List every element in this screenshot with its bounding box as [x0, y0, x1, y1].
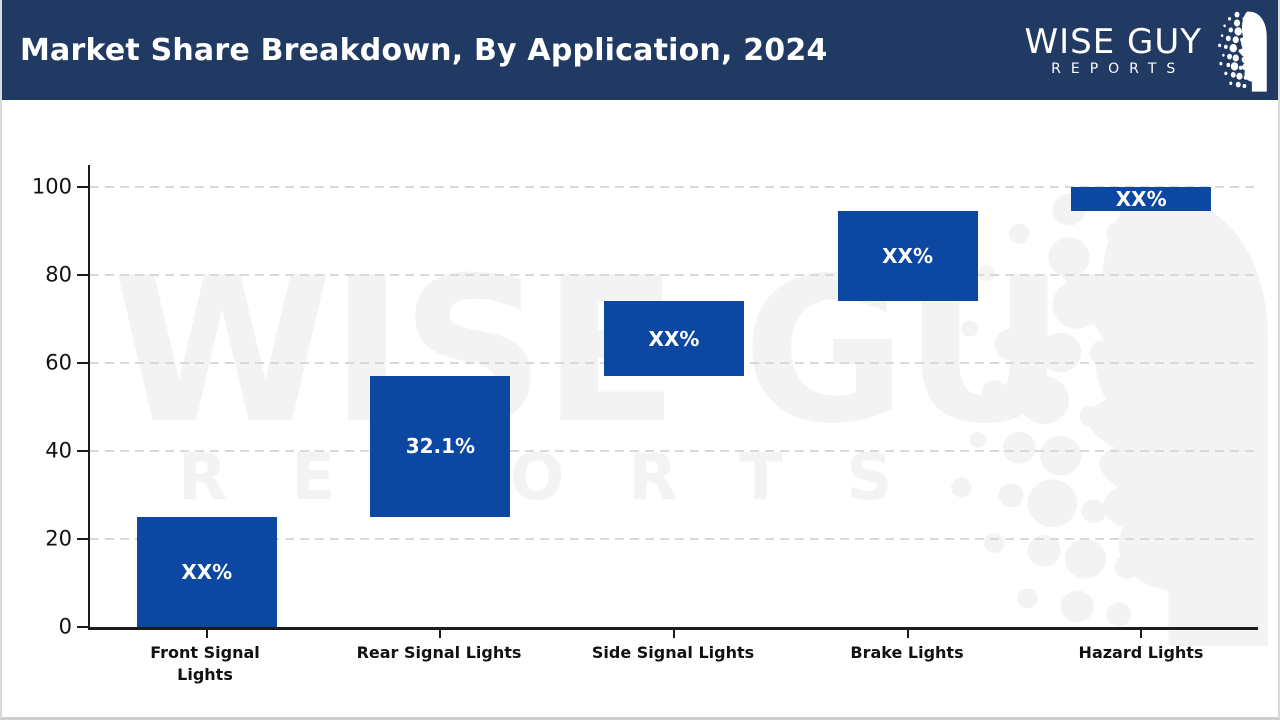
gridline [90, 450, 1258, 452]
y-axis-tick [77, 362, 88, 364]
gridline [90, 538, 1258, 540]
x-axis-labels: Front Signal Lights Rear Signal Lights Sid… [88, 642, 1258, 685]
bar-value-label: XX% [1115, 187, 1167, 212]
y-axis-tick [77, 186, 88, 188]
bar-segment: XX% [136, 517, 277, 627]
brand-wordmark: WISE GUY [1024, 21, 1202, 62]
bar-value-label: XX% [181, 560, 233, 584]
y-axis-tick [77, 274, 88, 276]
y-tick-label: 0 [58, 614, 72, 639]
y-axis-tick [77, 626, 88, 628]
gridline [90, 186, 1258, 188]
bar-value-label: XX% [882, 244, 934, 269]
bar-segment: XX% [604, 301, 744, 376]
x-axis-tick [205, 630, 208, 638]
x-axis-tick [439, 630, 442, 638]
plot-area: 0 20 40 60 80 100 XX% 32.1% XX% XX% XX% [32, 165, 1258, 638]
x-tick-label: Rear Signal Lights [356, 643, 522, 662]
bar-segment: 32.1% [370, 375, 511, 517]
x-axis-tick [906, 630, 909, 638]
x-tick-label: Front Signal Lights [150, 643, 260, 684]
y-tick-label: 80 [45, 262, 72, 287]
wiseguy-face-icon [1218, 11, 1267, 92]
x-tick-label: Side Signal Lights [591, 643, 755, 662]
x-tick-label: Brake Lights [850, 643, 964, 662]
bar-segment: XX% [837, 211, 978, 302]
gridline [90, 274, 1258, 276]
bar-segment: XX% [1071, 187, 1212, 212]
bar-value-label: 32.1% [405, 434, 476, 459]
page-title: Market Share Breakdown, By Application, … [20, 32, 828, 68]
x-axis-tick [1140, 630, 1143, 638]
x-tick-label: Hazard Lights [1078, 643, 1204, 662]
y-tick-label: 40 [45, 438, 72, 463]
y-axis-tick [77, 538, 88, 540]
brand-sub: REPORTS [1051, 61, 1186, 78]
y-tick-label: 20 [45, 526, 72, 551]
y-tick-label: 100 [31, 174, 72, 199]
x-axis-tick [673, 630, 675, 638]
bar-value-label: XX% [648, 326, 700, 351]
y-tick-label: 60 [45, 350, 72, 375]
y-axis-tick [77, 450, 88, 452]
header-bar: Market Share Breakdown, By Application, … [0, 0, 1280, 100]
brand-logo: WISE GUY REPORTS [1024, 6, 1268, 96]
